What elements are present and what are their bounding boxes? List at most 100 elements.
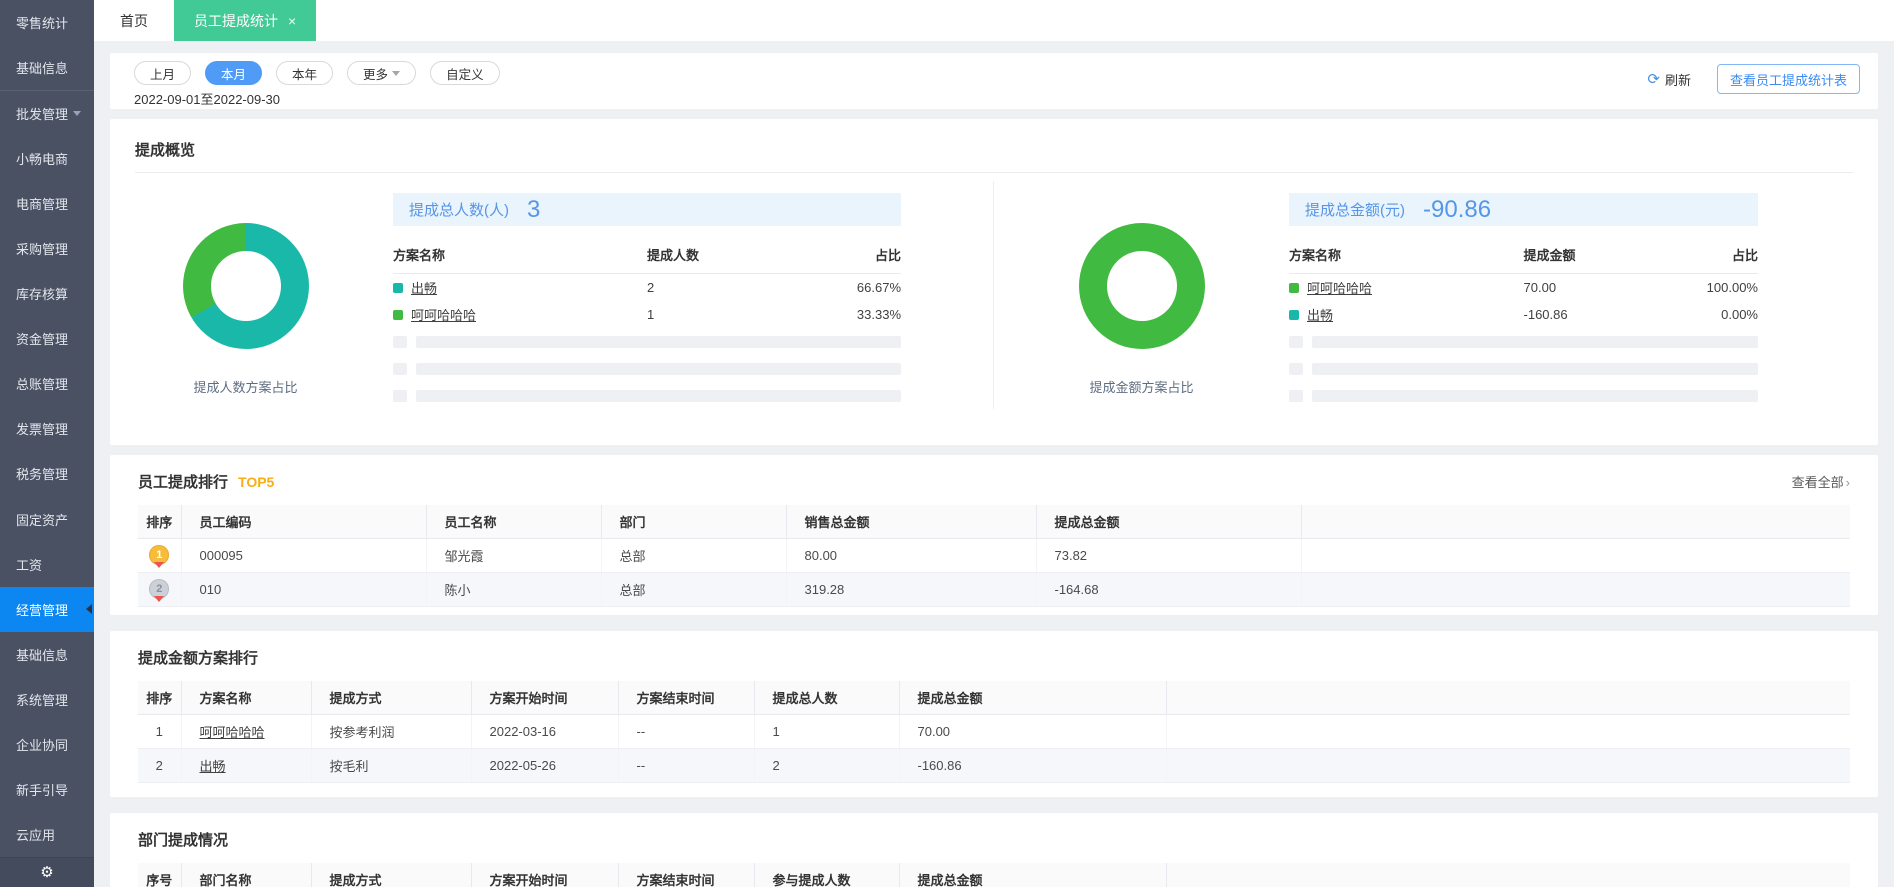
placeholder-dot <box>1289 389 1303 402</box>
sidebar-item-label: 基础信息 <box>16 647 69 663</box>
pill-this-month[interactable]: 本月 <box>205 61 263 85</box>
overview-halves: 提成人数方案占比 提成总人数(人) 3 方案名称 提成人数 占比 <box>110 173 1878 409</box>
sidebar-item-basic-info[interactable]: 基础信息 <box>0 45 94 90</box>
placeholder-row <box>1289 382 1758 409</box>
sidebar-item-label: 电商管理 <box>16 197 69 213</box>
plan-link[interactable]: 出畅 <box>199 758 226 774</box>
sidebar-item-fixed-assets[interactable]: 固定资产 <box>0 497 94 542</box>
table-row: 2 010 陈小 总部 319.28 -164.68 <box>138 572 1850 607</box>
sidebar-item-wholesale[interactable]: 批发管理 <box>0 91 94 136</box>
placeholder-dot <box>393 389 407 402</box>
col-header-empty <box>1300 505 1850 539</box>
placeholder-dot <box>393 362 407 375</box>
date-range-text: 2022-09-01至2022-09-30 <box>134 92 280 107</box>
sidebar-item-business-mgmt-active[interactable]: 经营管理 <box>0 586 94 632</box>
sidebar-item-inventory[interactable]: 库存核算 <box>0 271 94 316</box>
tab-commission-stats[interactable]: 员工提成统计 × <box>174 0 317 41</box>
col-header-plan-name: 方案名称 <box>393 248 446 263</box>
section-title-employee-ranking: 员工提成排行 <box>138 474 229 491</box>
filter-actions: ⟳ 刷新 查看员工提成统计表 <box>1647 64 1860 94</box>
sidebar-item-purchasing[interactable]: 采购管理 <box>0 226 94 271</box>
cell-end-date: -- <box>617 714 754 749</box>
pill-more[interactable]: 更多 <box>347 61 417 85</box>
cell-total-people: 2 <box>753 748 899 783</box>
col-header-rank: 排序 <box>138 505 181 539</box>
sidebar-item-ecom-mgmt[interactable]: 电商管理 <box>0 181 94 226</box>
refresh-button[interactable]: ⟳ 刷新 <box>1647 70 1691 89</box>
placeholder-dot <box>1289 362 1303 375</box>
sidebar-item-label: 基础信息 <box>16 61 69 77</box>
tab-home[interactable]: 首页 <box>94 0 174 41</box>
page-content: 上月 本月 本年 更多 自定义 2022-09-01至2022-09-30 ⟳ … <box>94 41 1894 887</box>
placeholder-row <box>1289 328 1758 355</box>
plan-link[interactable]: 出畅 <box>411 281 438 296</box>
sidebar-item-funds[interactable]: 资金管理 <box>0 316 94 361</box>
sidebar-item-system[interactable]: 系统管理 <box>0 677 94 722</box>
main-area: 首页 员工提成统计 × 上月 本月 本年 更多 自定义 2022-09-01至2… <box>94 0 1894 887</box>
refresh-icon: ⟳ <box>1647 70 1660 88</box>
chevron-down-icon <box>392 70 401 76</box>
section-title-department: 部门提成情况 <box>138 832 229 849</box>
table-row: 1 000095 邹光霞 总部 80.00 73.82 <box>138 538 1850 573</box>
sidebar-item-onboarding[interactable]: 新手引导 <box>0 767 94 812</box>
sidebar-item-tax[interactable]: 税务管理 <box>0 451 94 496</box>
tab-bar: 首页 员工提成统计 × <box>94 0 1894 41</box>
sidebar-item-basic-info-2[interactable]: 基础信息 <box>0 632 94 677</box>
pill-this-year[interactable]: 本年 <box>276 61 334 85</box>
headcount-donut-chart <box>182 223 309 349</box>
sidebar-item-retail-stats[interactable]: 零售统计 <box>0 0 94 45</box>
col-header-rank: 排序 <box>138 681 181 715</box>
placeholder-bar <box>416 389 901 402</box>
placeholder-row <box>393 382 901 409</box>
view-all-link[interactable]: 查看全部 › <box>1792 472 1850 491</box>
cell-pct: 100.00% <box>1706 280 1758 295</box>
pill-custom[interactable]: 自定义 <box>430 61 500 85</box>
sidebar-item-collaboration[interactable]: 企业协同 <box>0 722 94 767</box>
placeholder-row <box>393 355 901 382</box>
cell-employee-code: 010 <box>180 572 426 607</box>
amount-donut-chart <box>1078 223 1205 349</box>
cell-total-sales: 80.00 <box>785 538 1036 573</box>
view-all-label: 查看全部 <box>1791 475 1844 490</box>
cell-employee-name: 陈小 <box>425 572 601 607</box>
plan-link[interactable]: 呵呵哈哈哈 <box>199 724 265 740</box>
table-row: 1 呵呵哈哈哈 按参考利润 2022-03-16 -- 1 70.00 <box>138 714 1850 749</box>
sidebar-item-cloud-apps[interactable]: 云应用 <box>0 812 94 857</box>
sidebar-item-xiaochang-ecom[interactable]: 小畅电商 <box>0 136 94 181</box>
cell-department: 总部 <box>600 538 786 573</box>
legend-dot-green <box>393 309 403 320</box>
cell-total-amount: -160.86 <box>898 748 1166 783</box>
col-header-plan-name: 方案名称 <box>1289 248 1342 263</box>
sidebar-item-invoice[interactable]: 发票管理 <box>0 406 94 451</box>
col-header-employee-code: 员工编码 <box>180 505 426 539</box>
plan-link[interactable]: 出畅 <box>1307 308 1334 323</box>
cell-total-people: 1 <box>753 714 899 749</box>
col-header-total-amount: 提成总金额 <box>898 681 1166 715</box>
amount-donut-block: 提成金额方案占比 <box>1034 193 1249 409</box>
top5-badge: TOP5 <box>238 474 275 490</box>
refresh-label: 刷新 <box>1664 72 1691 88</box>
cell-method: 按参考利润 <box>310 714 471 749</box>
sidebar: 零售统计 基础信息 批发管理 小畅电商 电商管理 采购管理 库存核算 资金管理 … <box>0 0 94 887</box>
sidebar-item-payroll[interactable]: 工资 <box>0 542 94 587</box>
table-header-row: 序号 部门名称 提成方式 方案开始时间 方案结束时间 参与提成人数 提成总金额 <box>138 863 1850 887</box>
gear-icon[interactable]: ⚙ <box>40 864 54 881</box>
col-header-department-name: 部门名称 <box>180 863 311 887</box>
pill-label: 自定义 <box>446 67 484 82</box>
close-icon[interactable]: × <box>288 12 297 29</box>
headcount-donut-caption: 提成人数方案占比 <box>193 380 298 395</box>
sidebar-item-ledger[interactable]: 总账管理 <box>0 361 94 406</box>
plan-link[interactable]: 呵呵哈哈哈 <box>411 308 477 323</box>
cell-pct: 0.00% <box>1721 307 1758 322</box>
cell-employee-code: 000095 <box>180 538 426 573</box>
col-header-department: 部门 <box>600 505 786 539</box>
cell-total-commission: -164.68 <box>1035 572 1301 607</box>
view-commission-report-button[interactable]: 查看员工提成统计表 <box>1716 64 1860 94</box>
col-header-total-sales: 销售总金额 <box>785 505 1036 539</box>
cell-empty <box>1165 748 1850 783</box>
plan-link[interactable]: 呵呵哈哈哈 <box>1307 281 1373 296</box>
cell-value: 1 <box>647 307 655 322</box>
sidebar-item-label: 批发管理 <box>16 107 69 123</box>
col-header-index: 序号 <box>138 863 181 887</box>
pill-last-month[interactable]: 上月 <box>134 61 192 85</box>
